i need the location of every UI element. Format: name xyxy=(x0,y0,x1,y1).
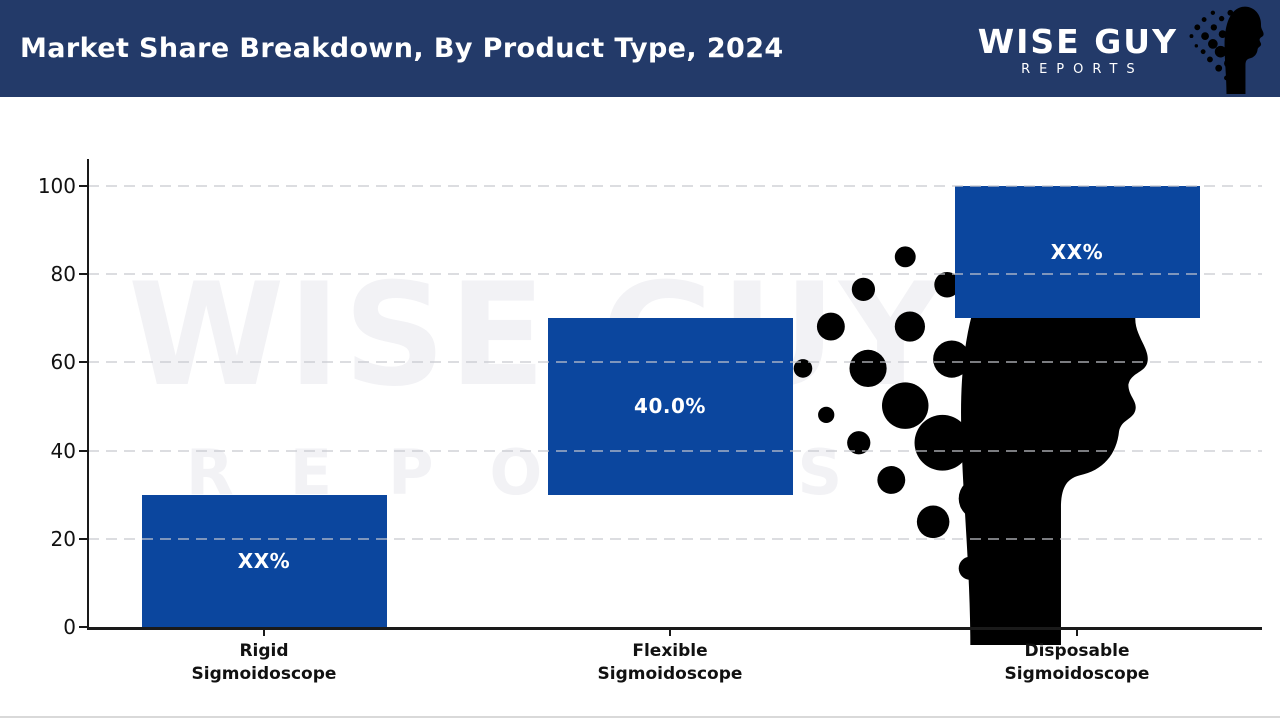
y-axis-tick-mark xyxy=(79,361,87,364)
x-axis-category-label: Disposable Sigmoidoscope xyxy=(917,640,1237,686)
y-axis-tick-label: 20 xyxy=(50,526,76,551)
y-axis-tick-mark xyxy=(79,273,87,276)
y-axis-tick-mark xyxy=(79,626,87,628)
x-axis-tick-mark xyxy=(263,628,265,636)
y-axis-tick-mark xyxy=(79,537,87,540)
page-bottom-divider xyxy=(0,716,1280,718)
gridline-20 xyxy=(88,537,1262,540)
x-axis-tick-mark xyxy=(669,628,671,636)
bar-value-label: XX% xyxy=(237,548,291,573)
x-axis-tick-mark xyxy=(1076,628,1078,636)
gridline-60 xyxy=(88,361,1262,364)
bar-segment: XX% xyxy=(141,494,387,627)
y-axis-tick-label: 60 xyxy=(50,350,76,375)
gridline-40 xyxy=(88,449,1262,452)
x-axis-line xyxy=(87,627,1262,630)
logo-text: WISE GUY REPORTS xyxy=(978,25,1178,76)
wise-guy-reports-logo: WISE GUY REPORTS xyxy=(978,0,1270,97)
x-axis-category-line: Sigmoidoscope xyxy=(597,663,743,684)
logo-subtitle: REPORTS xyxy=(1021,62,1144,77)
logo-name: WISE GUY xyxy=(977,22,1178,61)
x-axis-category-line: Flexible xyxy=(632,641,708,661)
y-axis-tick-mark xyxy=(79,185,87,187)
header-bar: Market Share Breakdown, By Product Type,… xyxy=(0,0,1280,97)
bar-segment: XX% xyxy=(954,186,1200,319)
page-title: Market Share Breakdown, By Product Type,… xyxy=(20,33,784,64)
bar-value-label: 40.0% xyxy=(634,394,706,419)
y-axis-tick-label: 80 xyxy=(50,262,76,287)
x-axis-category-label: Rigid Sigmoidoscope xyxy=(104,640,424,686)
bar-value-label: XX% xyxy=(1050,240,1104,265)
chart-canvas: WISE GUY REPORTS 0 20 40 60 80 100 XX% Rigid Sig… xyxy=(0,97,1280,720)
gridline-100 xyxy=(88,185,1262,187)
gridline-80 xyxy=(88,273,1262,276)
logo-face-icon xyxy=(1182,4,1270,94)
x-axis-category-line: Sigmoidoscope xyxy=(191,663,337,684)
y-axis-line xyxy=(87,159,89,629)
x-axis-category-line: Rigid xyxy=(239,641,289,661)
x-axis-category-line: Disposable xyxy=(1024,641,1130,661)
x-axis-category-label: Flexible Sigmoidoscope xyxy=(510,640,830,686)
bar-segment: 40.0% xyxy=(547,318,793,495)
y-axis-tick-label: 40 xyxy=(50,438,76,463)
x-axis-category-line: Sigmoidoscope xyxy=(1004,663,1150,684)
y-axis-tick-mark xyxy=(79,449,87,452)
y-axis-tick-label: 0 xyxy=(63,615,76,639)
y-axis-tick-label: 100 xyxy=(37,174,76,198)
